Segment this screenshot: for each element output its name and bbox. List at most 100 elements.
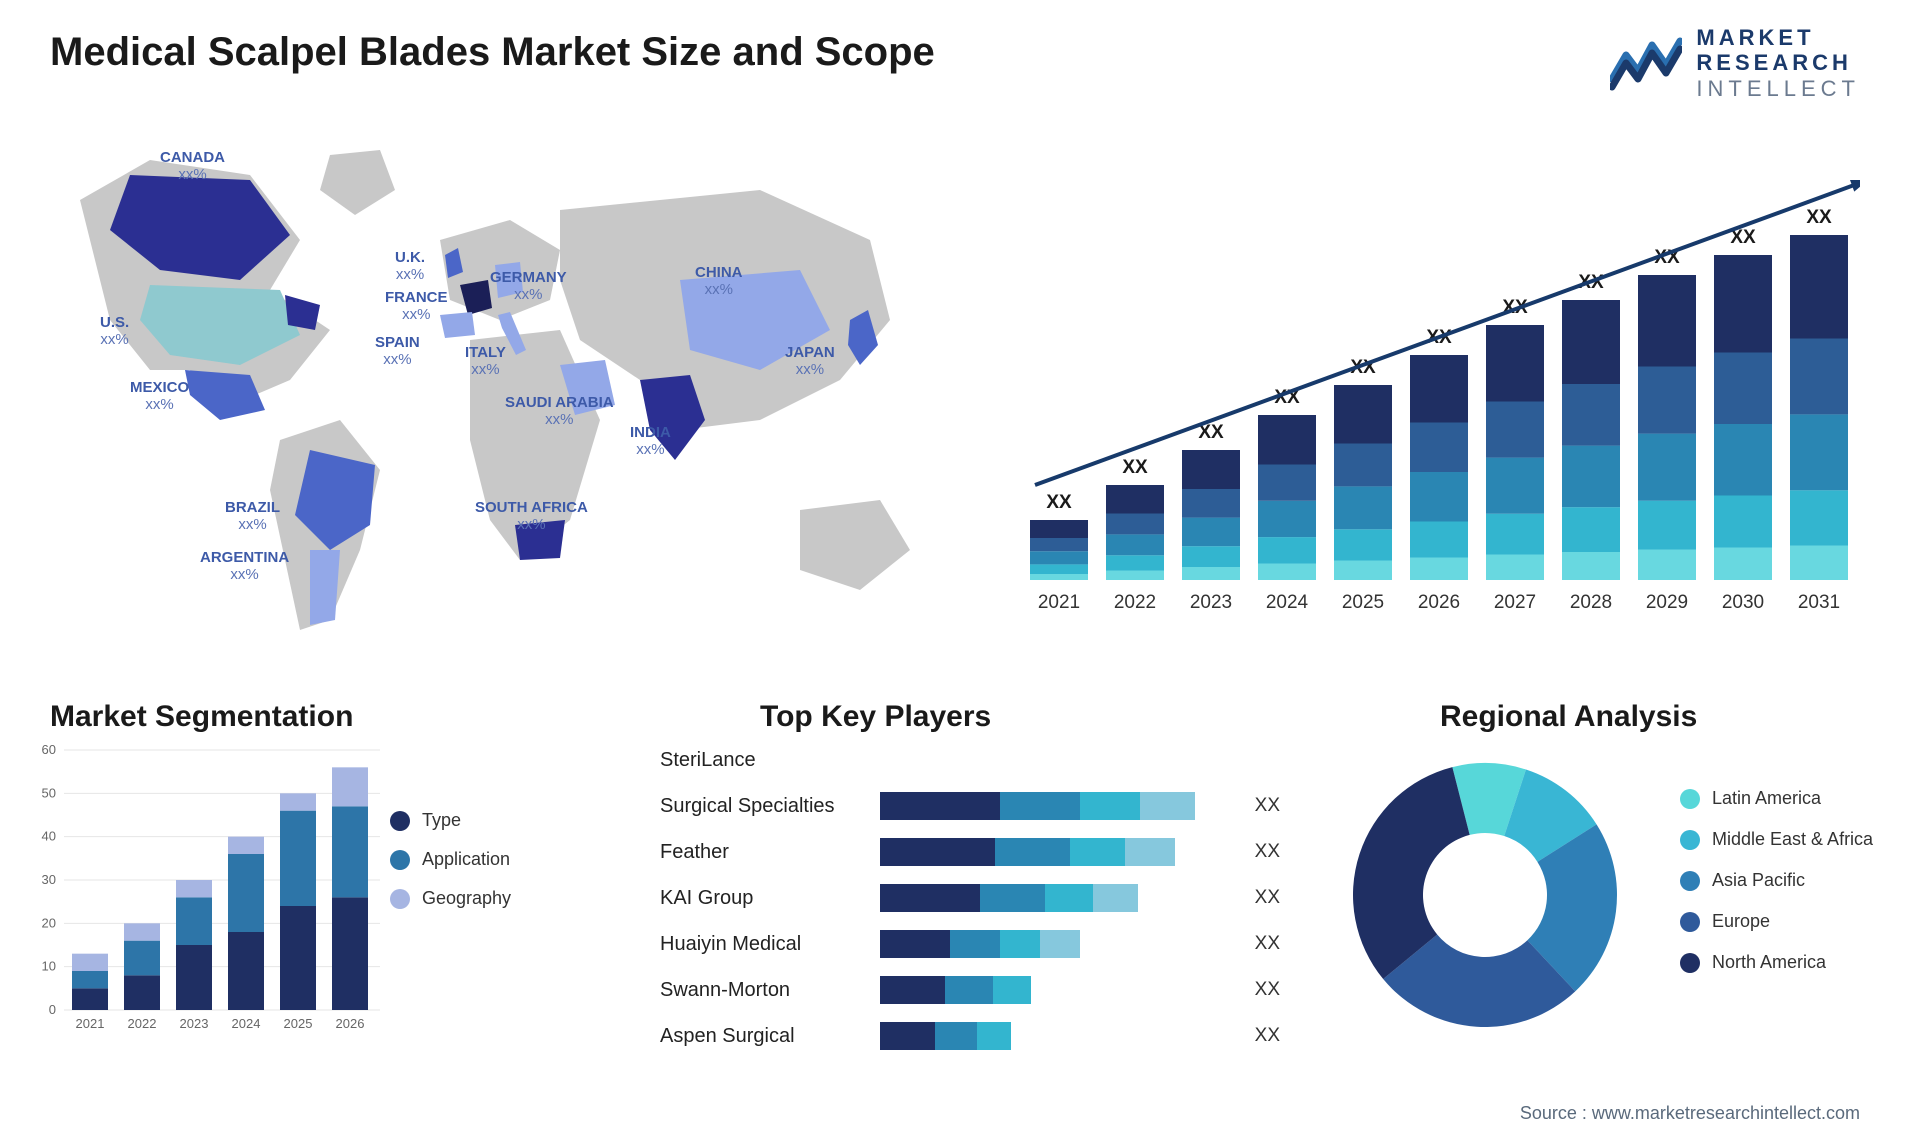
logo-text-2: RESEARCH xyxy=(1696,50,1860,75)
svg-text:2021: 2021 xyxy=(76,1016,105,1031)
svg-text:XX: XX xyxy=(1806,207,1832,228)
legend-swatch-icon xyxy=(390,889,410,909)
key-player-bar-seg xyxy=(880,1022,935,1050)
logo-text-3: INTELLECT xyxy=(1696,76,1860,101)
map-label: BRAZILxx% xyxy=(225,500,280,533)
legend-item: Latin America xyxy=(1680,788,1873,809)
legend-item: North America xyxy=(1680,952,1873,973)
segmentation-chart: 0102030405060202120222023202420252026 Ty… xyxy=(30,740,590,1080)
svg-text:2024: 2024 xyxy=(232,1016,261,1031)
map-label: SPAINxx% xyxy=(375,335,420,368)
legend-label: Geography xyxy=(422,888,511,909)
key-player-bar-seg xyxy=(980,884,1045,912)
svg-text:2027: 2027 xyxy=(1494,592,1536,613)
svg-text:2028: 2028 xyxy=(1570,592,1612,613)
legend-label: North America xyxy=(1712,952,1826,973)
legend-label: Asia Pacific xyxy=(1712,870,1805,891)
svg-text:2025: 2025 xyxy=(1342,592,1384,613)
map-label: SAUDI ARABIAxx% xyxy=(505,395,614,428)
key-player-bar-seg xyxy=(1070,838,1125,866)
svg-text:2023: 2023 xyxy=(1190,592,1232,613)
map-label: SOUTH AFRICAxx% xyxy=(475,500,588,533)
key-player-name: SteriLance xyxy=(660,749,880,772)
map-label: CANADAxx% xyxy=(160,150,225,183)
map-label: FRANCExx% xyxy=(385,290,448,323)
key-player-value: XX xyxy=(1255,933,1280,955)
key-player-bar-seg xyxy=(935,1022,977,1050)
legend-label: Latin America xyxy=(1712,788,1821,809)
key-player-bar-seg xyxy=(880,976,945,1004)
key-player-value: XX xyxy=(1255,1025,1280,1047)
key-player-value: XX xyxy=(1255,887,1280,909)
svg-text:20: 20 xyxy=(42,915,56,930)
legend-swatch-icon xyxy=(1680,912,1700,932)
market-size-chart: XX2021XX2022XX2023XX2024XX2025XX2026XX20… xyxy=(1020,150,1860,630)
segmentation-legend: Type Application Geography xyxy=(390,810,511,927)
regional-legend: Latin AmericaMiddle East & AfricaAsia Pa… xyxy=(1680,788,1873,993)
legend-item: Asia Pacific xyxy=(1680,870,1873,891)
key-player-name: Aspen Surgical xyxy=(660,1025,880,1048)
map-label: INDIAxx% xyxy=(630,425,671,458)
legend-item: Application xyxy=(390,849,511,870)
key-player-bar-seg xyxy=(1125,838,1175,866)
key-player-bar xyxy=(880,1022,1241,1050)
key-player-bar-seg xyxy=(1140,792,1195,820)
map-label: ITALYxx% xyxy=(465,345,506,378)
map-label: GERMANYxx% xyxy=(490,270,567,303)
svg-text:2023: 2023 xyxy=(180,1016,209,1031)
key-player-bar-seg xyxy=(1000,792,1080,820)
regional-heading: Regional Analysis xyxy=(1440,700,1697,734)
svg-text:0: 0 xyxy=(49,1002,56,1017)
world-map: CANADAxx%U.S.xx%MEXICOxx%BRAZILxx%ARGENT… xyxy=(40,120,960,660)
key-player-row: Surgical Specialties XX xyxy=(660,786,1280,826)
key-player-bar-seg xyxy=(1000,930,1040,958)
svg-text:30: 30 xyxy=(42,872,56,887)
key-player-row: SteriLance xyxy=(660,740,1280,780)
key-player-bar-seg xyxy=(1093,884,1138,912)
legend-item: Type xyxy=(390,810,511,831)
key-players-heading: Top Key Players xyxy=(760,700,991,734)
key-player-bar-seg xyxy=(950,930,1000,958)
legend-label: Application xyxy=(422,849,510,870)
map-label: JAPANxx% xyxy=(785,345,835,378)
svg-text:2025: 2025 xyxy=(284,1016,313,1031)
legend-swatch-icon xyxy=(1680,953,1700,973)
key-player-bar-seg xyxy=(880,884,980,912)
key-player-bar-seg xyxy=(993,976,1031,1004)
legend-swatch-icon xyxy=(390,850,410,870)
legend-label: Europe xyxy=(1712,911,1770,932)
legend-swatch-icon xyxy=(1680,830,1700,850)
key-player-name: Swann-Morton xyxy=(660,979,880,1002)
key-player-bar-seg xyxy=(1080,792,1140,820)
legend-swatch-icon xyxy=(1680,789,1700,809)
key-player-row: Aspen Surgical XX xyxy=(660,1016,1280,1056)
svg-text:2026: 2026 xyxy=(336,1016,365,1031)
svg-text:2026: 2026 xyxy=(1418,592,1460,613)
legend-item: Europe xyxy=(1680,911,1873,932)
key-player-value: XX xyxy=(1255,795,1280,817)
key-player-bar-seg xyxy=(880,792,1000,820)
logo-mark-icon xyxy=(1610,35,1682,91)
brand-logo: MARKET RESEARCH INTELLECT xyxy=(1610,25,1860,101)
map-label: U.S.xx% xyxy=(100,315,129,348)
legend-label: Type xyxy=(422,810,461,831)
key-player-value: XX xyxy=(1255,841,1280,863)
svg-text:XX: XX xyxy=(1122,457,1148,478)
logo-text-1: MARKET xyxy=(1696,25,1860,50)
svg-text:2022: 2022 xyxy=(1114,592,1156,613)
map-label: U.K.xx% xyxy=(395,250,425,283)
key-player-row: FeatherXX xyxy=(660,832,1280,872)
svg-text:2022: 2022 xyxy=(128,1016,157,1031)
key-player-bar-seg xyxy=(977,1022,1011,1050)
svg-text:2021: 2021 xyxy=(1038,592,1080,613)
key-player-bar-seg xyxy=(995,838,1070,866)
svg-text:2024: 2024 xyxy=(1266,592,1309,613)
key-player-bar-seg xyxy=(1045,884,1093,912)
key-player-name: Surgical Specialties xyxy=(660,795,880,818)
key-player-bar xyxy=(880,792,1241,820)
key-player-row: KAI GroupXX xyxy=(660,878,1280,918)
key-players-chart: SteriLanceSurgical SpecialtiesXXFeatherX… xyxy=(660,740,1280,1100)
page-title: Medical Scalpel Blades Market Size and S… xyxy=(50,30,935,75)
key-player-bar xyxy=(880,838,1241,866)
key-player-name: Huaiyin Medical xyxy=(660,933,880,956)
